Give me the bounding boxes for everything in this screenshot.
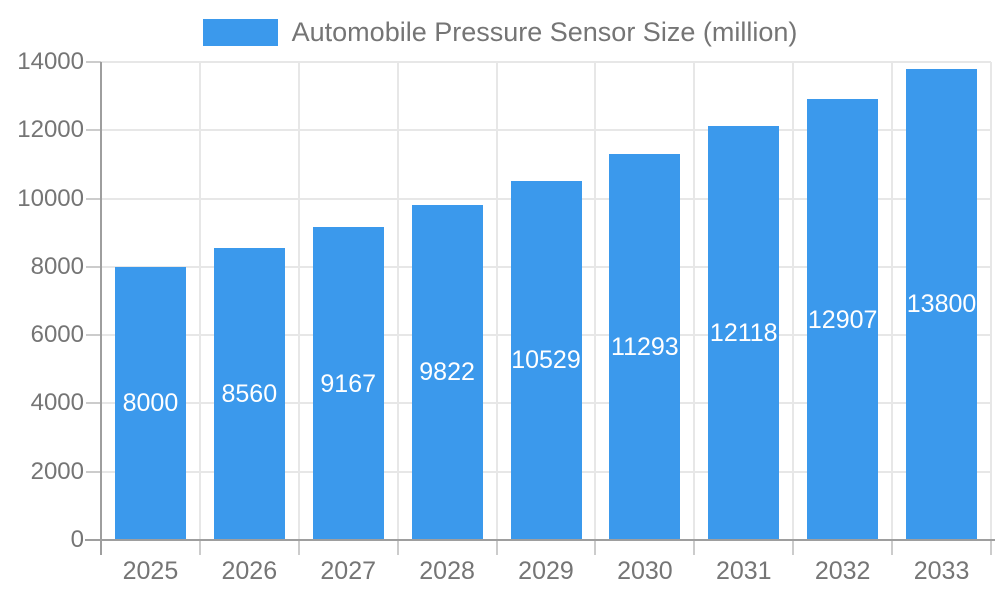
bar-value-label: 12118 — [709, 319, 778, 348]
x-gridline — [693, 62, 696, 540]
bar[interactable] — [807, 99, 879, 540]
x-gridline — [891, 62, 894, 540]
bar-value-label: 12907 — [807, 305, 878, 334]
x-axis-tick — [198, 540, 201, 555]
x-gridline — [495, 62, 498, 540]
x-gridline — [198, 62, 201, 540]
x-gridline — [297, 62, 300, 540]
x-tick-label: 2028 — [419, 557, 475, 585]
bar[interactable] — [906, 68, 978, 540]
y-tick-label: 12000 — [17, 116, 84, 144]
x-axis-tick — [594, 540, 597, 555]
x-gridline — [594, 62, 597, 540]
bar[interactable] — [708, 126, 780, 540]
x-tick-label: 2025 — [122, 557, 179, 585]
legend-label: Automobile Pressure Sensor Size (million… — [291, 17, 798, 47]
x-tick-label: 2032 — [814, 557, 871, 585]
y-tick-label: 4000 — [30, 389, 84, 417]
y-axis-line — [100, 62, 102, 555]
x-gridline — [792, 62, 795, 540]
y-axis-tick — [86, 470, 101, 473]
y-tick-label: 6000 — [30, 321, 84, 349]
x-axis-tick — [792, 540, 795, 555]
x-axis-tick — [297, 540, 300, 555]
y-tick-label: 14000 — [17, 48, 84, 75]
y-tick-label: 0 — [70, 526, 84, 553]
x-tick-label: 2033 — [913, 557, 970, 585]
x-tick-label: 2029 — [518, 557, 574, 585]
x-axis-tick — [495, 540, 498, 555]
bar-value-label: 9822 — [419, 358, 475, 387]
bar-value-label: 8000 — [122, 389, 179, 418]
y-axis-tick — [86, 402, 101, 405]
y-axis-tick — [86, 61, 101, 63]
x-axis-tick — [990, 540, 992, 555]
y-axis-tick — [86, 334, 101, 337]
legend-swatch-icon — [202, 18, 278, 46]
chart-legend[interactable]: Automobile Pressure Sensor Size (million… — [0, 16, 1000, 48]
x-axis-line — [85, 539, 995, 541]
bar-value-label: 10529 — [511, 346, 581, 375]
x-tick-label: 2030 — [617, 557, 673, 585]
bar[interactable] — [510, 180, 582, 540]
y-axis-tick — [86, 265, 101, 268]
bar-value-label: 9167 — [320, 369, 377, 398]
bar[interactable] — [411, 204, 483, 540]
bar-value-label: 13800 — [906, 290, 977, 319]
x-axis-tick — [693, 540, 696, 555]
x-axis-tick — [396, 540, 399, 555]
x-gridline — [396, 62, 399, 540]
y-axis-tick — [86, 197, 101, 200]
x-tick-label: 2031 — [715, 557, 772, 585]
bar[interactable] — [609, 154, 681, 540]
x-gridline — [990, 62, 992, 540]
y-gridline — [101, 129, 991, 132]
bar[interactable] — [312, 227, 384, 540]
x-axis-tick — [891, 540, 894, 555]
x-tick-label: 2027 — [320, 557, 377, 585]
bar[interactable] — [114, 266, 186, 540]
y-gridline — [101, 61, 991, 63]
x-tick-label: 2026 — [221, 557, 278, 585]
bar[interactable] — [213, 247, 285, 540]
y-tick-label: 10000 — [17, 184, 84, 212]
bar-value-label: 8560 — [221, 379, 278, 408]
y-tick-label: 2000 — [30, 457, 84, 485]
y-tick-label: 8000 — [30, 252, 84, 280]
bar-value-label: 11293 — [611, 333, 679, 362]
y-axis-tick — [86, 129, 101, 132]
